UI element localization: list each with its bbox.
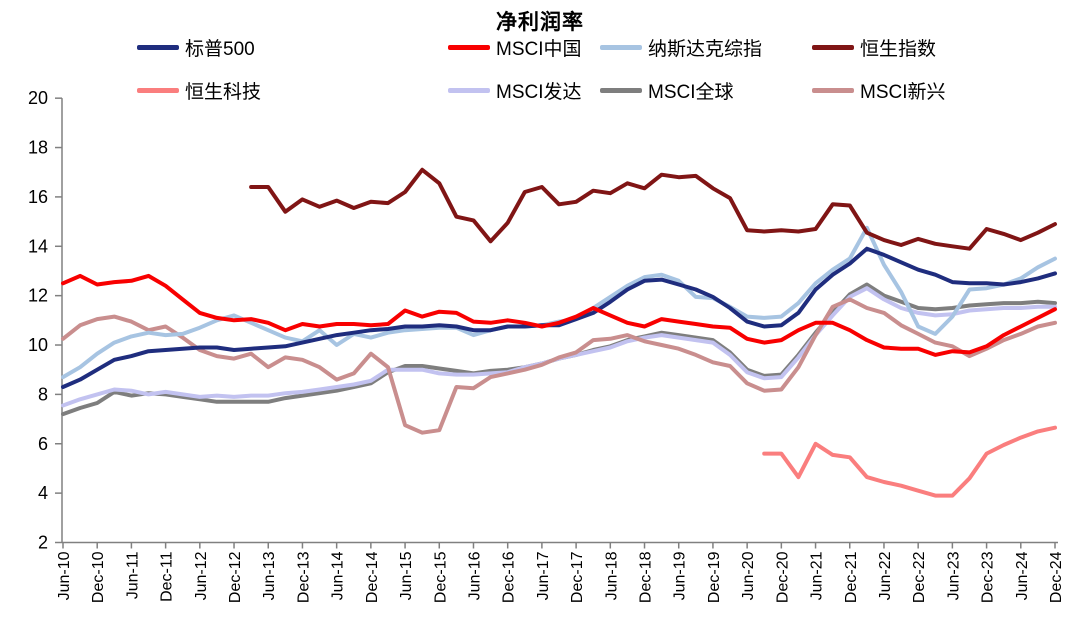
legend-label: 恒生科技 — [185, 81, 262, 103]
legend-swatch-icon — [812, 87, 854, 93]
x-axis-label: Dec-24 — [1048, 551, 1065, 603]
x-axis-label: Jun-20 — [740, 551, 757, 600]
y-axis-label: 6 — [38, 434, 48, 454]
x-axis-label: Dec-17 — [569, 551, 586, 603]
legend-item-恒生指数: 恒生指数 — [812, 36, 937, 60]
x-axis-label: Jun-14 — [330, 551, 347, 600]
x-axis-label: Dec-15 — [432, 551, 449, 603]
legend-swatch-icon — [812, 44, 854, 50]
chart-title: 净利润率 — [496, 11, 584, 34]
y-axis-label: 18 — [28, 138, 48, 158]
legend-item-纳斯达克综指: 纳斯达克综指 — [600, 36, 763, 60]
legend-label: MSCI发达 — [496, 81, 582, 103]
x-axis-label: Dec-11 — [159, 551, 176, 601]
legend-swatch-icon — [137, 87, 179, 93]
y-axis-label: 12 — [28, 286, 48, 306]
x-axis-label: Dec-23 — [980, 551, 997, 603]
x-axis-label: Jun-19 — [672, 551, 689, 600]
x-axis-label: Dec-18 — [638, 551, 655, 603]
legend-swatch-icon — [600, 44, 642, 50]
legend-label: 纳斯达克综指 — [648, 38, 763, 60]
legend-swatch-icon — [137, 44, 179, 50]
x-axis-label: Jun-24 — [1014, 551, 1031, 600]
x-axis-label: Dec-20 — [774, 551, 791, 603]
x-axis-label: Jun-12 — [193, 551, 210, 600]
legend-item-标普500: 标普500 — [137, 36, 255, 60]
x-axis-label: Dec-10 — [90, 551, 107, 603]
legend-label: 恒生指数 — [860, 38, 937, 60]
x-axis-label: Jun-18 — [603, 551, 620, 600]
series-line-MSCI中国 — [61, 273, 1057, 357]
x-axis-label: Jun-10 — [56, 551, 73, 600]
x-axis-label: Jun-15 — [398, 551, 415, 600]
x-axis-label: Jun-23 — [945, 551, 962, 600]
x-axis-label: Jun-17 — [535, 551, 552, 600]
legend-label: 标普500 — [185, 38, 255, 60]
x-axis-label: Dec-22 — [911, 551, 928, 603]
legend-item-恒生科技: 恒生科技 — [137, 79, 262, 103]
series-line-恒生科技 — [762, 425, 1057, 498]
y-axis-label: 10 — [28, 335, 48, 355]
x-axis-label: Dec-14 — [364, 551, 381, 603]
legend-item-MSCI全球: MSCI全球 — [600, 79, 734, 103]
legend-item-MSCI发达: MSCI发达 — [448, 79, 582, 103]
series-line-MSCI新兴 — [61, 297, 1057, 435]
x-axis-label: Dec-21 — [843, 551, 860, 603]
legend: 标普500 MSCI中国 纳斯达克综指 恒生指数恒生科技 MSCI发达 MSCI全球 MSC… — [0, 0, 1080, 103]
y-axis-label: 2 — [38, 533, 48, 553]
legend-item-MSCI中国: MSCI中国 — [448, 36, 582, 60]
legend-swatch-icon — [600, 87, 642, 93]
legend-label: MSCI全球 — [648, 81, 734, 103]
x-axis-label: Dec-16 — [501, 551, 518, 603]
y-axis-label: 8 — [38, 384, 48, 404]
legend-item-MSCI新兴: MSCI新兴 — [812, 79, 946, 103]
legend-swatch-icon — [448, 44, 490, 50]
x-axis-label: Jun-21 — [809, 551, 826, 600]
legend-swatch-icon — [448, 87, 490, 93]
y-axis-label: 20 — [28, 88, 48, 108]
y-axis-label: 14 — [28, 236, 48, 256]
x-axis-label: Jun-16 — [466, 551, 483, 600]
x-axis-label: Dec-19 — [706, 551, 723, 603]
series-line-标普500 — [61, 246, 1057, 389]
x-axis-label: Jun-22 — [877, 551, 894, 600]
x-axis-label: Jun-11 — [124, 551, 141, 599]
y-axis-label: 16 — [28, 187, 48, 207]
x-axis-label: Jun-13 — [261, 551, 278, 600]
y-axis-label: 4 — [38, 483, 48, 503]
legend-label: MSCI新兴 — [860, 81, 946, 103]
legend-label: MSCI中国 — [496, 38, 582, 60]
x-axis-label: Dec-13 — [295, 551, 312, 603]
x-axis-label: Dec-12 — [227, 551, 244, 603]
series-line-恒生指数 — [249, 167, 1057, 251]
